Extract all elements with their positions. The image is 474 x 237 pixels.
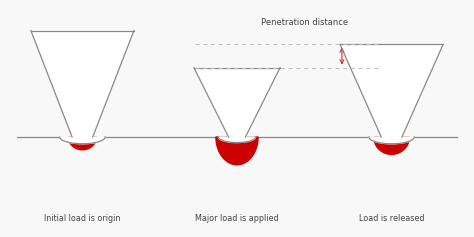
Text: Load is released: Load is released [359,214,424,223]
Text: Major load is applied: Major load is applied [195,214,279,223]
Polygon shape [374,137,410,154]
Polygon shape [340,45,443,144]
Polygon shape [216,137,258,165]
Polygon shape [194,68,280,142]
Text: Initial load is origin: Initial load is origin [44,214,120,223]
Text: Penetration distance: Penetration distance [261,18,348,27]
Polygon shape [31,31,134,144]
Polygon shape [68,137,97,150]
